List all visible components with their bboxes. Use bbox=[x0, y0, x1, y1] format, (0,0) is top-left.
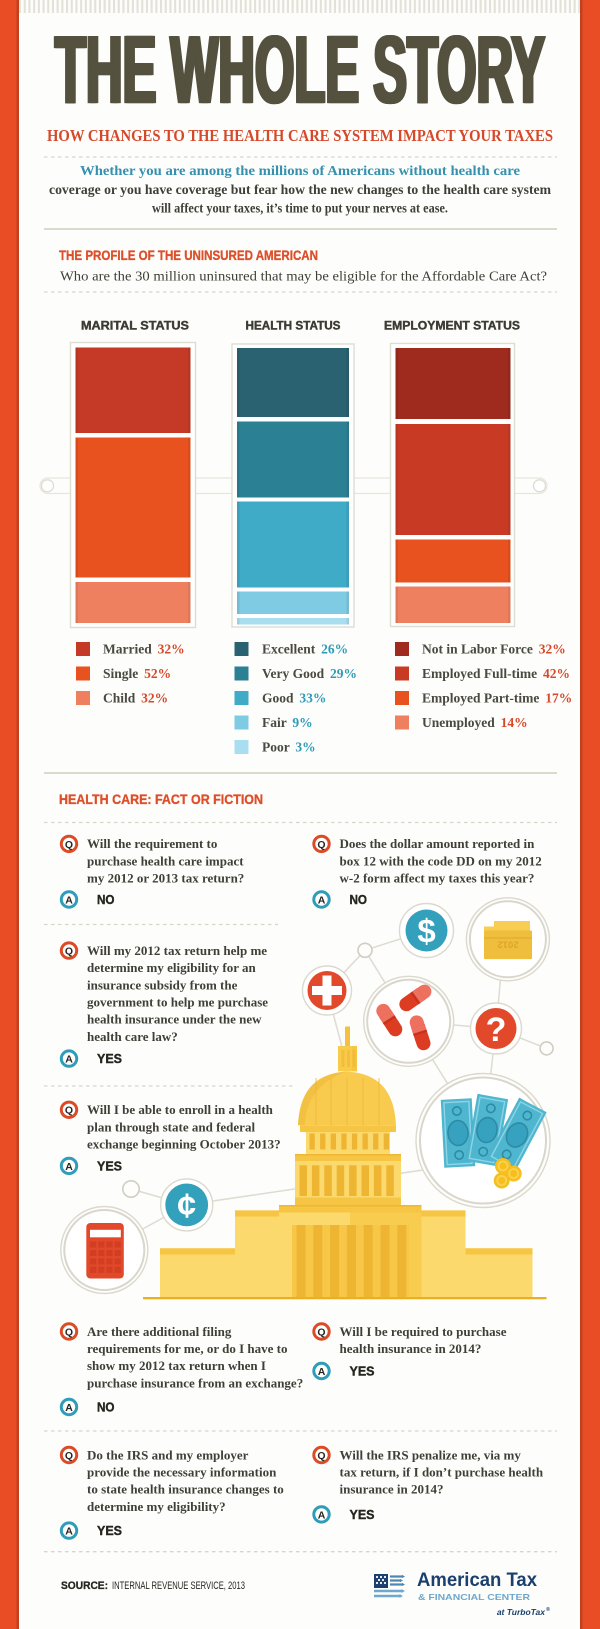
svg-text:determine my eligibility for a: determine my eligibility for an bbox=[87, 960, 257, 975]
svg-text:A: A bbox=[65, 1054, 73, 1066]
svg-text:provide the necessary informat: provide the necessary information bbox=[87, 1465, 277, 1480]
svg-text:Q: Q bbox=[317, 839, 325, 851]
svg-text:Does the dollar amount reporte: Does the dollar amount reported in bbox=[340, 836, 536, 851]
svg-text:insurance in 2014?: insurance in 2014? bbox=[340, 1482, 444, 1497]
svg-text:Good 33%: Good 33% bbox=[262, 691, 326, 706]
svg-text:A: A bbox=[65, 1402, 73, 1414]
svg-text:health insurance under the new: health insurance under the new bbox=[87, 1012, 262, 1027]
svg-text:NO: NO bbox=[97, 1400, 115, 1415]
svg-text:MARITAL STATUS: MARITAL STATUS bbox=[81, 321, 189, 333]
svg-text:SOURCE:: SOURCE: bbox=[61, 1580, 108, 1592]
svg-text:my 2012 or 2013 tax return?: my 2012 or 2013 tax return? bbox=[87, 871, 244, 886]
svg-text:Will my 2012 tax return help m: Will my 2012 tax return help me bbox=[87, 943, 267, 958]
svg-text:YES: YES bbox=[97, 1523, 122, 1538]
svg-text:A: A bbox=[318, 894, 326, 906]
svg-text:A: A bbox=[65, 894, 73, 906]
svg-text:will affect your taxes, it’s t: will affect your taxes, it’s time to put… bbox=[152, 201, 448, 216]
svg-text:Will I be required to purchase: Will I be required to purchase bbox=[340, 1324, 507, 1339]
svg-text:THE WHOLE STORY: THE WHOLE STORY bbox=[54, 16, 544, 124]
svg-text:NO: NO bbox=[350, 892, 368, 907]
svg-text:Excellent 26%: Excellent 26% bbox=[262, 642, 348, 657]
svg-text:YES: YES bbox=[97, 1158, 122, 1173]
svg-text:determine my eligibility?: determine my eligibility? bbox=[87, 1499, 226, 1514]
svg-text:¢: ¢ bbox=[177, 1187, 196, 1225]
svg-text:Married 32%: Married 32% bbox=[103, 642, 185, 657]
svg-text:Not in Labor Force 32%: Not in Labor Force 32% bbox=[422, 642, 566, 657]
svg-text:Q: Q bbox=[65, 839, 73, 851]
svg-text:Employed Part-time 17%: Employed Part-time 17% bbox=[422, 691, 572, 706]
svg-text:NO: NO bbox=[97, 892, 115, 907]
svg-text:YES: YES bbox=[350, 1364, 375, 1379]
svg-text:coverage or you have coverage: coverage or you have coverage but fear h… bbox=[49, 182, 552, 197]
svg-text:American Tax: American Tax bbox=[417, 1569, 537, 1591]
svg-text:exchange beginning October 201: exchange beginning October 2013? bbox=[87, 1137, 281, 1152]
svg-text:Employed Full-time 42%: Employed Full-time 42% bbox=[422, 666, 570, 681]
svg-text:health care law?: health care law? bbox=[87, 1029, 178, 1044]
svg-text:to state health insurance chan: to state health insurance changes to bbox=[87, 1482, 284, 1497]
svg-text:Unemployed 14%: Unemployed 14% bbox=[422, 715, 528, 730]
svg-text:A: A bbox=[318, 1509, 326, 1521]
svg-text:Single 52%: Single 52% bbox=[103, 666, 171, 681]
svg-text:Q: Q bbox=[65, 1450, 73, 1462]
svg-text:government to help me purchase: government to help me purchase bbox=[87, 995, 268, 1010]
svg-text:Poor 3%: Poor 3% bbox=[262, 740, 316, 755]
svg-text:Q: Q bbox=[317, 1450, 325, 1462]
svg-text:w-2 form affect my taxes this: w-2 form affect my taxes this year? bbox=[340, 871, 535, 886]
svg-text:Q: Q bbox=[317, 1326, 325, 1338]
svg-text:HEALTH STATUS: HEALTH STATUS bbox=[246, 321, 341, 333]
svg-text:at TurboTax: at TurboTax bbox=[497, 1607, 546, 1617]
svg-text:Child 32%: Child 32% bbox=[103, 691, 168, 706]
svg-text:Q: Q bbox=[65, 1326, 73, 1338]
svg-text:Do the IRS and my employer: Do the IRS and my employer bbox=[87, 1447, 249, 1462]
svg-text:purchase health care impact: purchase health care impact bbox=[87, 853, 244, 868]
svg-text:show my 2012 tax return when I: show my 2012 tax return when I bbox=[87, 1358, 266, 1373]
svg-text:Who are the 30 million uninsur: Who are the 30 million uninsured that ma… bbox=[60, 270, 547, 285]
svg-text:2012: 2012 bbox=[497, 939, 518, 950]
svg-text:Are there additional filing: Are there additional filing bbox=[87, 1324, 232, 1339]
svg-text:YES: YES bbox=[350, 1507, 375, 1522]
svg-text:Will the requirement to: Will the requirement to bbox=[87, 836, 217, 851]
svg-text:requirements for me, or do I h: requirements for me, or do I have to bbox=[87, 1341, 288, 1356]
svg-text:A: A bbox=[65, 1526, 73, 1538]
svg-text:health insurance in 2014?: health insurance in 2014? bbox=[340, 1341, 482, 1356]
svg-text:?: ? bbox=[486, 1011, 507, 1049]
svg-text:HEALTH CARE: FACT OR FICTION: HEALTH CARE: FACT OR FICTION bbox=[59, 791, 263, 807]
svg-text:$: $ bbox=[417, 913, 435, 950]
svg-text:THE PROFILE OF THE UNINSURED A: THE PROFILE OF THE UNINSURED AMERICAN bbox=[59, 247, 318, 263]
svg-text:INTERNAL REVENUE SERVICE, 2013: INTERNAL REVENUE SERVICE, 2013 bbox=[112, 1580, 245, 1592]
svg-text:Whether you are among the mill: Whether you are among the millions of Am… bbox=[80, 163, 520, 178]
svg-text:A: A bbox=[65, 1161, 73, 1173]
svg-text:Will I be able to enroll in a: Will I be able to enroll in a health bbox=[87, 1102, 274, 1117]
svg-text:purchase insurance from an exc: purchase insurance from an exchange? bbox=[87, 1375, 303, 1390]
svg-text:box 12 with the code DD on my: box 12 with the code DD on my 2012 bbox=[340, 853, 542, 868]
svg-text:Q: Q bbox=[65, 1105, 73, 1117]
svg-text:tax return, if I don’t purchas: tax return, if I don’t purchase health bbox=[340, 1465, 544, 1480]
svg-text:THE WHOLE STORY: THE WHOLE STORY bbox=[56, 16, 546, 124]
svg-text:EMPLOYMENT STATUS: EMPLOYMENT STATUS bbox=[384, 321, 520, 333]
svg-text:HOW CHANGES TO THE HEALTH CARE: HOW CHANGES TO THE HEALTH CARE SYSTEM IM… bbox=[47, 126, 553, 145]
svg-text:Very Good 29%: Very Good 29% bbox=[262, 666, 357, 681]
svg-text:insurance subsidy from the: insurance subsidy from the bbox=[87, 977, 238, 992]
svg-text:YES: YES bbox=[97, 1051, 122, 1066]
svg-text:A: A bbox=[318, 1366, 326, 1378]
svg-text:Q: Q bbox=[65, 946, 73, 958]
svg-text:Fair 9%: Fair 9% bbox=[262, 715, 313, 730]
svg-text:plan through state and federal: plan through state and federal bbox=[87, 1119, 255, 1134]
svg-text:& FINANCIAL CENTER: & FINANCIAL CENTER bbox=[418, 1592, 530, 1602]
svg-text:THE WHOLE STORY: THE WHOLE STORY bbox=[55, 16, 545, 124]
svg-text:Will the IRS penalize me, via: Will the IRS penalize me, via my bbox=[340, 1447, 522, 1462]
svg-text:®: ® bbox=[546, 1606, 550, 1613]
